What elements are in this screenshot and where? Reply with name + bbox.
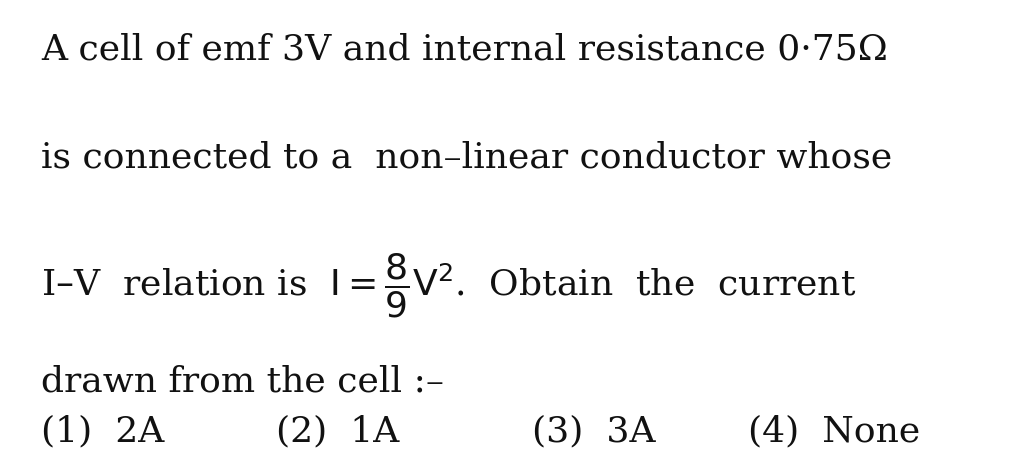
Text: (4)  None: (4) None bbox=[748, 414, 920, 448]
Text: (1)  2A: (1) 2A bbox=[41, 414, 164, 448]
Text: drawn from the cell :–: drawn from the cell :– bbox=[41, 364, 444, 398]
Text: is connected to a  non–linear conductor whose: is connected to a non–linear conductor w… bbox=[41, 140, 892, 174]
Text: A cell of emf 3V and internal resistance 0·75Ω: A cell of emf 3V and internal resistance… bbox=[41, 33, 888, 67]
Text: (3)  3A: (3) 3A bbox=[532, 414, 656, 448]
Text: I–V  relation is  $\mathrm{I} = \dfrac{8}{9}\mathrm{V}^2$.  Obtain  the  current: I–V relation is $\mathrm{I} = \dfrac{8}{… bbox=[41, 252, 856, 320]
Text: (2)  1A: (2) 1A bbox=[276, 414, 399, 448]
